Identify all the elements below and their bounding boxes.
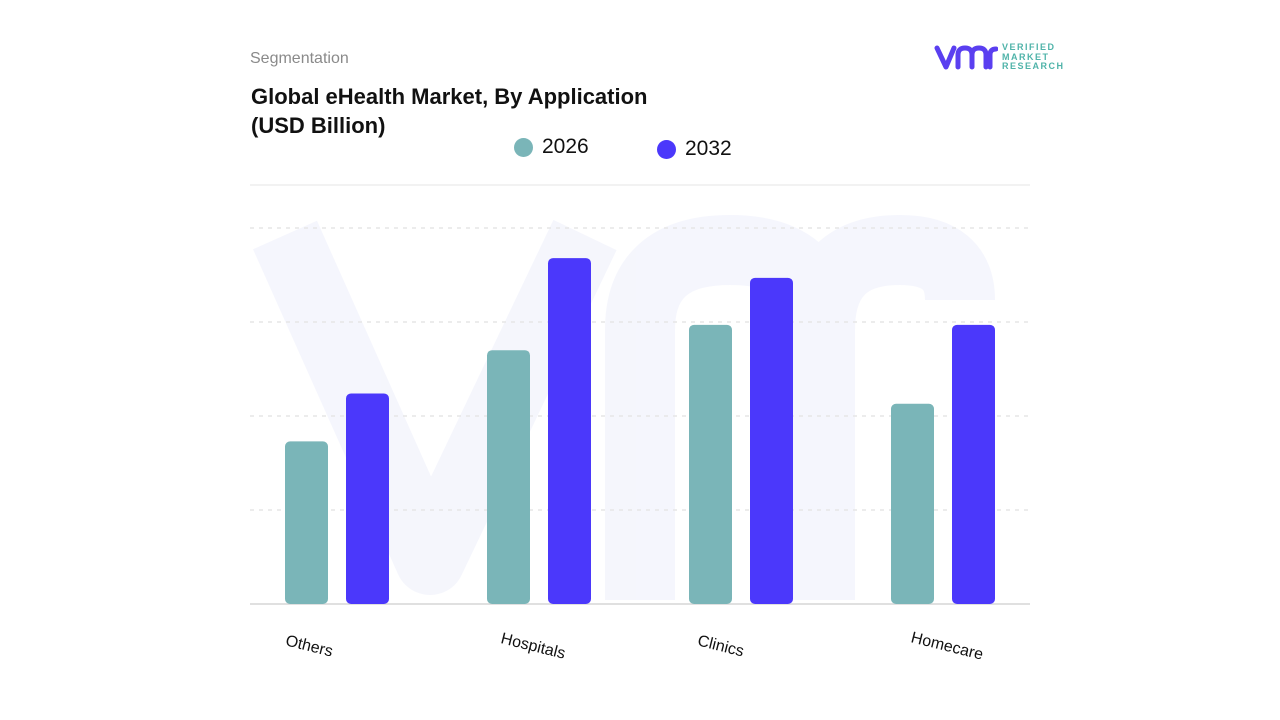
watermark <box>253 214 995 600</box>
legend-label-2026: 2026 <box>542 135 589 158</box>
legend-item-2032: 2032 <box>657 137 732 161</box>
bar-homecare-2026 <box>891 403 934 604</box>
legend-swatch-2026 <box>514 137 533 157</box>
legend-label-2032: 2032 <box>685 137 732 160</box>
vmr-logo: VERIFIED MARKET RESEARCH <box>934 42 1065 72</box>
logo-text-market: MARKET <box>1002 51 1050 62</box>
chart-subtitle: Segmentation <box>250 50 349 67</box>
bar-others-2026 <box>285 441 328 604</box>
bar-homecare-2032 <box>952 324 995 604</box>
bar-clinics-2026 <box>689 324 732 604</box>
legend-item-2026: 2026 <box>514 135 589 159</box>
chart-title: Global eHealth Market, By Application (U… <box>251 82 647 140</box>
bar-hospitals-2026 <box>487 350 530 604</box>
legend-swatch-2032 <box>657 139 676 159</box>
chart-title-line2: (USD Billion) <box>251 113 386 138</box>
logo-text-verified: VERIFIED <box>1002 42 1056 52</box>
bars <box>285 258 995 604</box>
logo-text-research: RESEARCH <box>1002 61 1065 71</box>
vmr-logo-mark-icon <box>934 45 998 70</box>
bar-clinics-2032 <box>750 277 793 604</box>
bar-others-2032 <box>346 393 389 604</box>
chart-title-line1: Global eHealth Market, By Application <box>251 84 648 109</box>
bar-hospitals-2032 <box>548 258 591 604</box>
